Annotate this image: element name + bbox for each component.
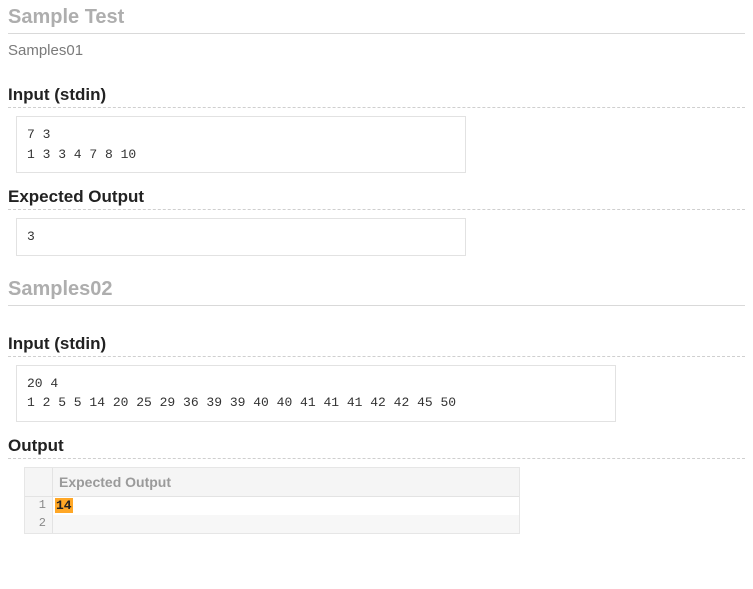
section-heading-output: Output xyxy=(8,436,745,456)
diff-output-table: Expected Output 1 14 2 xyxy=(24,467,520,534)
divider xyxy=(8,33,745,34)
code-input: 7 3 1 3 3 4 7 8 10 xyxy=(16,116,466,173)
diff-line-number: 2 xyxy=(25,515,53,533)
diff-row: 1 14 xyxy=(25,497,519,515)
diff-line-content xyxy=(53,515,519,533)
diff-output-header-row: Expected Output xyxy=(25,468,519,497)
divider-dotted xyxy=(8,107,745,108)
section-heading-expected: Expected Output xyxy=(8,187,745,207)
diff-line-content: 14 xyxy=(53,497,519,515)
diff-gutter-blank xyxy=(25,468,53,496)
diff-row: 2 xyxy=(25,515,519,533)
sample-label: Samples02 xyxy=(8,278,745,303)
diff-header-label: Expected Output xyxy=(53,468,177,496)
sample-label: Samples01 xyxy=(8,42,745,59)
code-input: 20 4 1 2 5 5 14 20 25 29 36 39 39 40 40 … xyxy=(16,365,616,422)
divider-dotted xyxy=(8,458,745,459)
divider-dotted xyxy=(8,209,745,210)
page-title: Sample Test xyxy=(8,6,745,31)
divider-dotted xyxy=(8,356,745,357)
section-heading-input: Input (stdin) xyxy=(8,85,745,105)
diff-highlight: 14 xyxy=(55,498,73,513)
code-expected: 3 xyxy=(16,218,466,256)
section-heading-input: Input (stdin) xyxy=(8,334,745,354)
diff-line-number: 1 xyxy=(25,497,53,515)
divider xyxy=(8,305,745,306)
